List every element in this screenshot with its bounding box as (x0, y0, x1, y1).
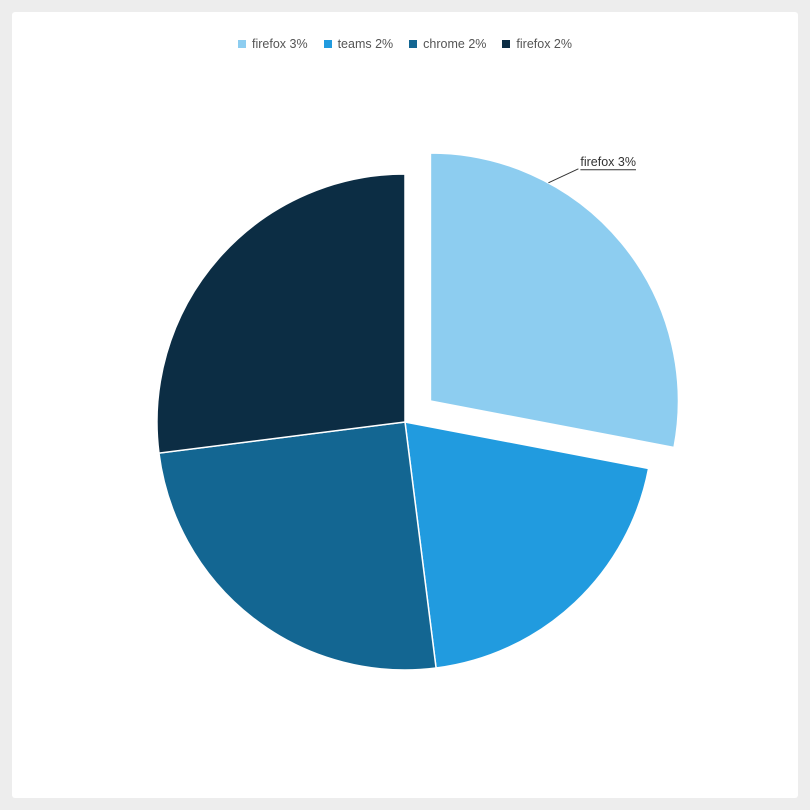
legend-label-firefox-3: firefox 3% (251, 37, 308, 51)
callout-label-firefox-3: firefox 3% (580, 155, 636, 169)
legend-item-firefox-3[interactable]: firefox 3% (237, 37, 308, 51)
legend-swatch-teams-2 (323, 40, 332, 49)
legend-item-chrome-2[interactable]: chrome 2% (409, 38, 486, 51)
legend-swatch-firefox-3 (237, 40, 246, 49)
pie-slice-chrome-2-[interactable] (158, 421, 437, 671)
pie-chart-plot-area: firefox 3% (12, 12, 798, 798)
chart-legend: firefox 3% teams 2% chrome 2% firefox 2% (12, 38, 798, 51)
legend-label-firefox-2: firefox 2% (516, 37, 572, 51)
pie-slice-firefox-2-[interactable] (156, 173, 406, 454)
legend-label-teams-2: teams 2% (337, 37, 394, 51)
pie-chart-svg: firefox 3% (156, 152, 680, 671)
pie-slice-teams-2-[interactable] (404, 421, 650, 669)
legend-item-firefox-2[interactable]: firefox 2% (502, 38, 572, 51)
pie-slice-group (156, 152, 680, 671)
pie-slice-firefox-3-[interactable] (429, 152, 680, 449)
chart-card: firefox 3% teams 2% chrome 2% firefox 2%… (12, 12, 798, 798)
legend-label-chrome-2: chrome 2% (423, 37, 487, 51)
legend-swatch-chrome-2 (409, 40, 418, 49)
pie-callout-group: firefox 3% (548, 155, 636, 184)
legend-swatch-firefox-2 (502, 40, 511, 49)
legend-item-teams-2[interactable]: teams 2% (323, 37, 394, 51)
callout-leader-line (548, 168, 579, 184)
